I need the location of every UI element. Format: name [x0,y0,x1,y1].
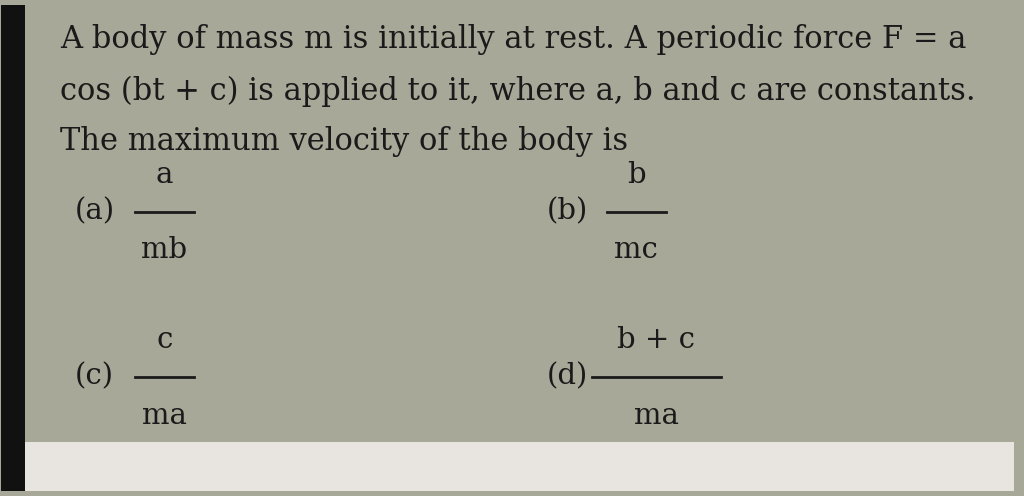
Text: (c): (c) [75,363,114,391]
Text: (b): (b) [547,197,588,226]
Text: b: b [627,161,645,189]
Text: (a): (a) [75,197,116,226]
Text: A body of mass m is initially at rest. A periodic force F = a: A body of mass m is initially at rest. A… [60,24,967,56]
Text: ma: ma [142,402,187,430]
Text: mc: mc [614,237,658,264]
Text: cos (bt + c) is applied to it, where a, b and c are constants.: cos (bt + c) is applied to it, where a, … [60,75,976,107]
Bar [20,442,1014,491]
Text: b + c: b + c [617,326,695,354]
Text: ma: ma [634,402,679,430]
Text: c: c [157,326,173,354]
Text: mb: mb [141,237,187,264]
Text: a: a [156,161,173,189]
Text: The maximum velocity of the body is: The maximum velocity of the body is [60,126,629,157]
Text: (d): (d) [547,363,588,391]
Bar [1,5,26,491]
